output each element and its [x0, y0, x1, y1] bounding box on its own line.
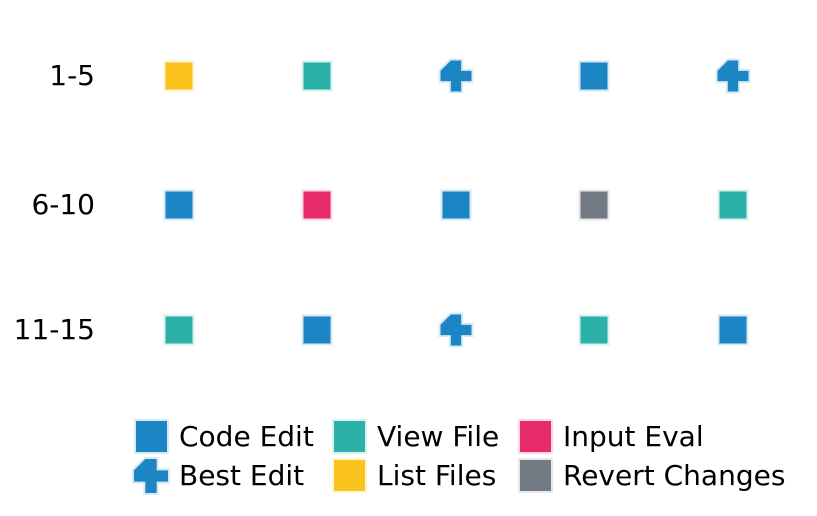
grid-marker-view-file	[165, 316, 193, 344]
square-marker-icon-revert-changes	[580, 191, 608, 219]
square-marker-icon-view-file	[580, 316, 608, 344]
legend-label-list-files: List Files	[377, 458, 497, 492]
grid-marker-best-edit	[715, 58, 751, 94]
grid-marker-list-files	[165, 62, 193, 90]
y-tick-label-11-15: 11-15	[13, 313, 95, 346]
legend-swatch-code-edit	[134, 420, 168, 454]
legend-item-input-eval: Input Eval	[518, 420, 704, 454]
legend-label-best-edit: Best Edit	[179, 458, 305, 492]
grid-marker-view-file	[580, 316, 608, 344]
square-marker-icon-list-files	[333, 460, 365, 491]
square-marker-icon-code-edit	[165, 191, 193, 219]
legend-label-code-edit: Code Edit	[179, 419, 314, 453]
grid-marker-view-file	[719, 191, 747, 219]
legend-swatch-best-edit	[132, 456, 170, 495]
legend-swatch-list-files	[332, 459, 366, 493]
legend-item-list-files: List Files	[332, 459, 496, 493]
grid-marker-code-edit	[580, 62, 608, 90]
legend-item-revert-changes: Revert Changes	[518, 459, 785, 493]
square-marker-icon-code-edit	[303, 316, 331, 344]
grid-marker-best-edit	[438, 58, 473, 94]
legend-item-view-file: View File	[332, 420, 499, 454]
square-marker-icon-code-edit	[719, 316, 747, 344]
y-tick-label-6-10: 6-10	[31, 188, 95, 221]
grid-marker-code-edit	[303, 316, 331, 344]
grid-marker-code-edit	[719, 316, 747, 344]
plus-marker-icon-best-edit	[438, 58, 473, 94]
square-marker-icon-input-eval	[519, 421, 551, 452]
grid-marker-input-eval	[303, 191, 331, 219]
square-marker-icon-code-edit	[135, 421, 167, 452]
grid-marker-code-edit	[442, 191, 469, 219]
square-marker-icon-view-file	[719, 191, 747, 219]
legend-label-revert-changes: Revert Changes	[563, 458, 786, 492]
plus-marker-icon-best-edit	[132, 456, 170, 495]
grid-marker-best-edit	[438, 312, 473, 348]
square-marker-icon-code-edit	[442, 191, 469, 219]
square-marker-icon-list-files	[165, 62, 193, 90]
square-marker-icon-input-eval	[303, 191, 331, 219]
square-marker-icon-revert-changes	[519, 460, 551, 491]
legend-item-code-edit: Code Edit	[134, 420, 314, 454]
grid-marker-view-file	[303, 62, 331, 90]
legend-item-best-edit: Best Edit	[132, 456, 305, 495]
legend-label-view-file: View File	[377, 419, 500, 453]
legend-swatch-input-eval	[518, 420, 552, 454]
legend-label-input-eval: Input Eval	[563, 419, 704, 453]
plus-marker-icon-best-edit	[715, 58, 751, 94]
grid-marker-code-edit	[165, 191, 193, 219]
square-marker-icon-view-file	[303, 62, 331, 90]
legend-swatch-view-file	[332, 420, 366, 454]
grid-marker-revert-changes	[580, 191, 608, 219]
square-marker-icon-code-edit	[580, 62, 608, 90]
legend-swatch-revert-changes	[518, 459, 552, 493]
square-marker-icon-view-file	[165, 316, 193, 344]
plus-marker-icon-best-edit	[438, 312, 473, 348]
square-marker-icon-view-file	[333, 421, 365, 452]
y-tick-label-1-5: 1-5	[49, 59, 95, 92]
